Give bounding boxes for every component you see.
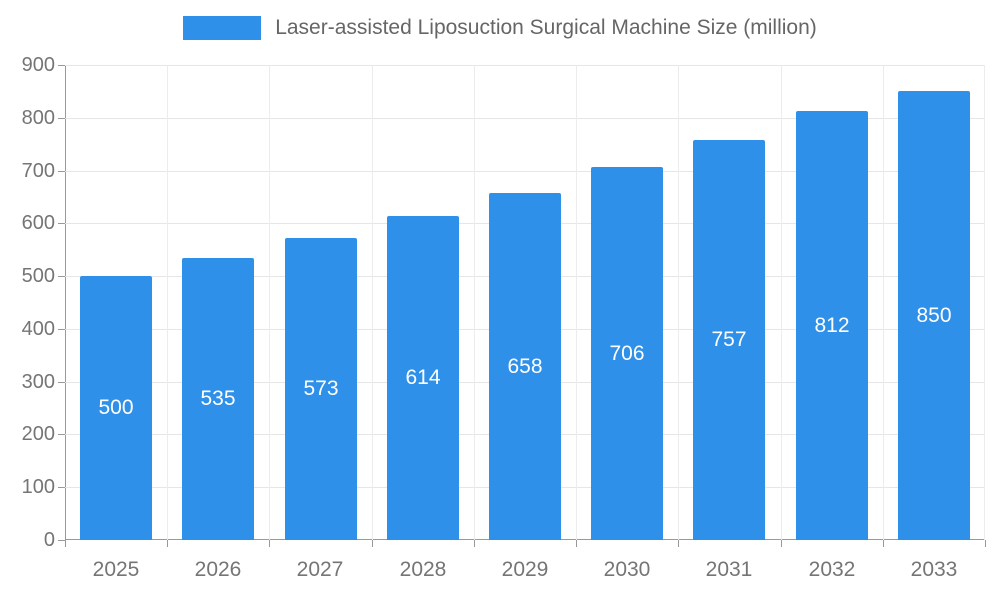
bar-value-label: 614 xyxy=(405,366,441,389)
v-gridline xyxy=(883,65,884,540)
x-axis-tick xyxy=(65,540,66,547)
x-axis-label: 2032 xyxy=(808,558,856,581)
y-axis-tick xyxy=(58,223,65,225)
x-axis-label: 2033 xyxy=(910,558,958,581)
bar xyxy=(182,258,254,540)
v-gridline xyxy=(474,65,475,540)
y-axis-label: 400 xyxy=(21,317,55,340)
v-gridline xyxy=(167,65,168,540)
y-axis-line xyxy=(65,65,66,540)
bar-value-label: 850 xyxy=(916,304,952,327)
y-axis-tick xyxy=(58,434,65,436)
legend-label: Laser-assisted Liposuction Surgical Mach… xyxy=(275,16,817,39)
bar xyxy=(898,91,970,540)
bar xyxy=(796,111,868,540)
y-axis-tick xyxy=(58,381,65,383)
x-axis-label: 2027 xyxy=(296,558,344,581)
x-axis-label: 2029 xyxy=(501,558,549,581)
v-gridline xyxy=(984,65,985,540)
y-axis-label: 500 xyxy=(21,265,55,288)
x-axis-tick xyxy=(985,540,986,547)
x-axis-tick xyxy=(269,540,270,547)
y-axis-label: 800 xyxy=(21,106,55,129)
x-axis-label: 2031 xyxy=(705,558,753,581)
y-axis-label: 600 xyxy=(21,212,55,235)
bar-value-label: 500 xyxy=(98,396,134,419)
x-axis-tick xyxy=(678,540,679,547)
bar-value-label: 573 xyxy=(303,377,339,400)
v-gridline xyxy=(576,65,577,540)
bar xyxy=(693,140,765,540)
plot-area: 500 535 573 614 658 706 757 812 850 xyxy=(65,65,985,540)
h-gridline xyxy=(65,65,985,66)
bar-value-label: 658 xyxy=(507,355,543,378)
legend-swatch-icon xyxy=(183,16,262,40)
bar-value-label: 535 xyxy=(200,387,236,410)
bar xyxy=(489,193,561,540)
y-axis-tick xyxy=(58,276,65,278)
h-gridline xyxy=(65,170,985,172)
bar xyxy=(80,276,152,540)
x-axis-tick xyxy=(576,540,577,547)
y-axis-tick xyxy=(58,170,65,172)
v-gridline xyxy=(781,65,782,540)
x-axis-tick xyxy=(883,540,884,547)
y-axis-label: 700 xyxy=(21,159,55,182)
y-axis-tick xyxy=(58,65,65,66)
bar-value-label: 812 xyxy=(814,314,850,337)
y-axis-tick xyxy=(58,117,65,119)
y-axis-tick xyxy=(58,540,65,541)
v-gridline xyxy=(269,65,270,540)
v-gridline xyxy=(372,65,373,540)
x-axis-label: 2026 xyxy=(194,558,242,581)
bar xyxy=(387,216,459,540)
x-axis-tick xyxy=(167,540,168,547)
y-axis-label: 0 xyxy=(43,529,55,551)
x-axis-label: 2025 xyxy=(92,558,140,581)
bar xyxy=(591,167,663,540)
x-axis-label: 2028 xyxy=(399,558,447,581)
x-axis-tick xyxy=(781,540,782,547)
h-gridline xyxy=(65,117,985,119)
bar xyxy=(285,238,357,540)
y-axis-tick xyxy=(58,487,65,489)
x-axis-tick xyxy=(372,540,373,547)
x-axis-label: 2030 xyxy=(603,558,651,581)
bar-value-label: 757 xyxy=(711,328,747,351)
v-gridline xyxy=(678,65,679,540)
y-axis-label: 900 xyxy=(21,54,55,76)
y-axis-tick xyxy=(58,328,65,330)
y-axis-label: 100 xyxy=(21,476,55,499)
y-axis-label: 300 xyxy=(21,370,55,393)
y-axis-label: 200 xyxy=(21,423,55,446)
x-axis-tick xyxy=(474,540,475,547)
bar-value-label: 706 xyxy=(609,342,645,365)
chart-legend: Laser-assisted Liposuction Surgical Mach… xyxy=(0,16,1000,40)
